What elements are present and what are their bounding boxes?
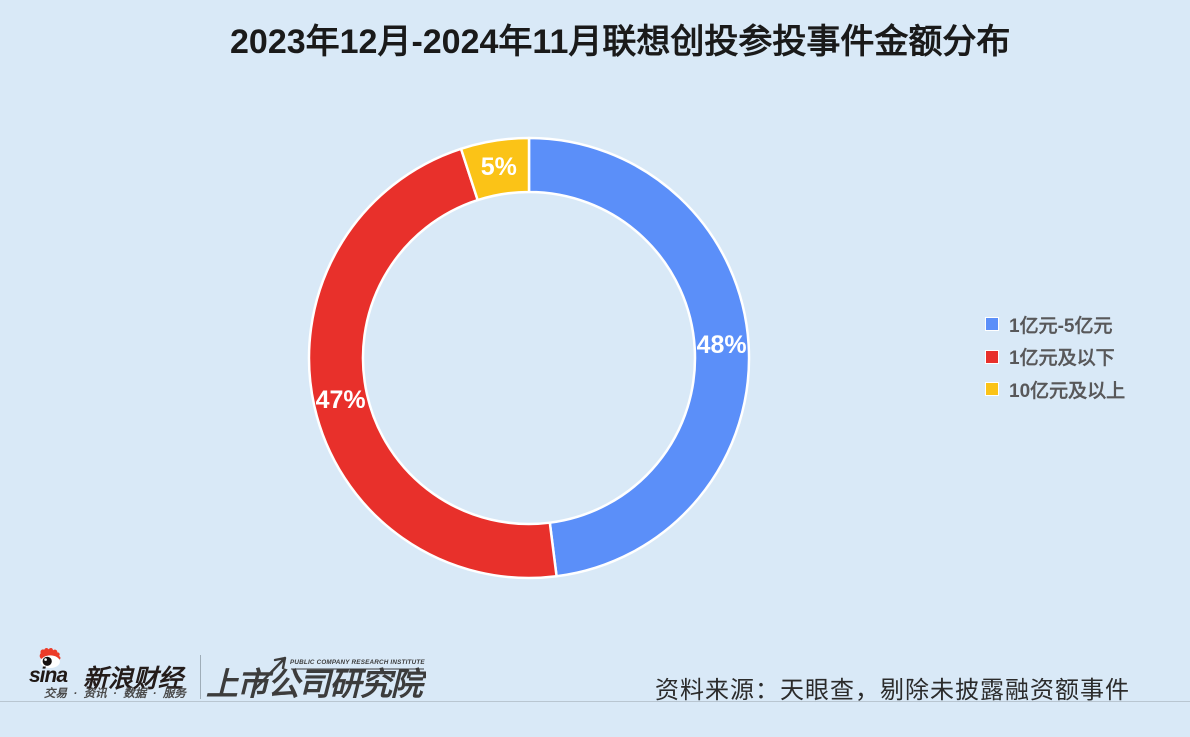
svg-text:47%: 47% (316, 386, 366, 414)
svg-text:PUBLIC COMPANY RESEARCH INSTIT: PUBLIC COMPANY RESEARCH INSTITUTE (290, 659, 425, 666)
svg-text:上市公司研究院: 上市公司研究院 (206, 666, 426, 698)
svg-text:5%: 5% (481, 153, 517, 181)
svg-text:48%: 48% (697, 331, 747, 359)
svg-text:sina: sina (29, 666, 68, 686)
